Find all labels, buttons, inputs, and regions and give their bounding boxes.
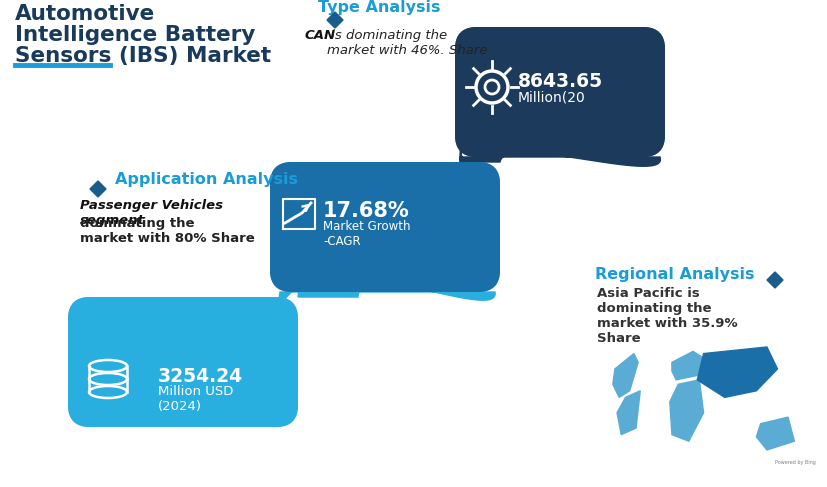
Text: dominating the
market with 80% Share: dominating the market with 80% Share (80, 217, 255, 245)
Text: Passenger Vehicles
segment: Passenger Vehicles segment (80, 199, 222, 227)
Polygon shape (279, 283, 495, 301)
Text: Intelligence Battery: Intelligence Battery (15, 25, 255, 45)
FancyBboxPatch shape (455, 27, 664, 157)
Text: Type Analysis: Type Analysis (318, 0, 440, 15)
Text: Automotive: Automotive (15, 4, 155, 24)
Text: Regional Analysis: Regional Analysis (595, 267, 753, 282)
Text: 8643.65: 8643.65 (518, 72, 602, 91)
Text: 3254.24: 3254.24 (158, 367, 243, 386)
Text: Application Analysis: Application Analysis (115, 172, 298, 187)
Text: 17.68%: 17.68% (323, 201, 409, 221)
Polygon shape (90, 181, 106, 197)
FancyBboxPatch shape (455, 27, 664, 157)
Text: Million USD
(2024): Million USD (2024) (158, 385, 233, 413)
FancyBboxPatch shape (68, 297, 298, 427)
Polygon shape (766, 272, 782, 288)
Text: Million(20: Million(20 (518, 90, 585, 104)
Text: CAN: CAN (304, 29, 336, 42)
Text: Asia Pacific is
dominating the
market with 35.9%
Share: Asia Pacific is dominating the market wi… (596, 287, 737, 345)
FancyBboxPatch shape (270, 162, 500, 292)
Polygon shape (460, 150, 660, 169)
FancyBboxPatch shape (68, 297, 298, 427)
Text: Sensors (IBS) Market: Sensors (IBS) Market (15, 46, 270, 66)
Text: is dominating the
market with 46%. Share: is dominating the market with 46%. Share (327, 29, 487, 57)
Text: Market Growth
-CAGR: Market Growth -CAGR (323, 220, 410, 248)
FancyBboxPatch shape (270, 162, 500, 292)
Polygon shape (327, 12, 342, 28)
